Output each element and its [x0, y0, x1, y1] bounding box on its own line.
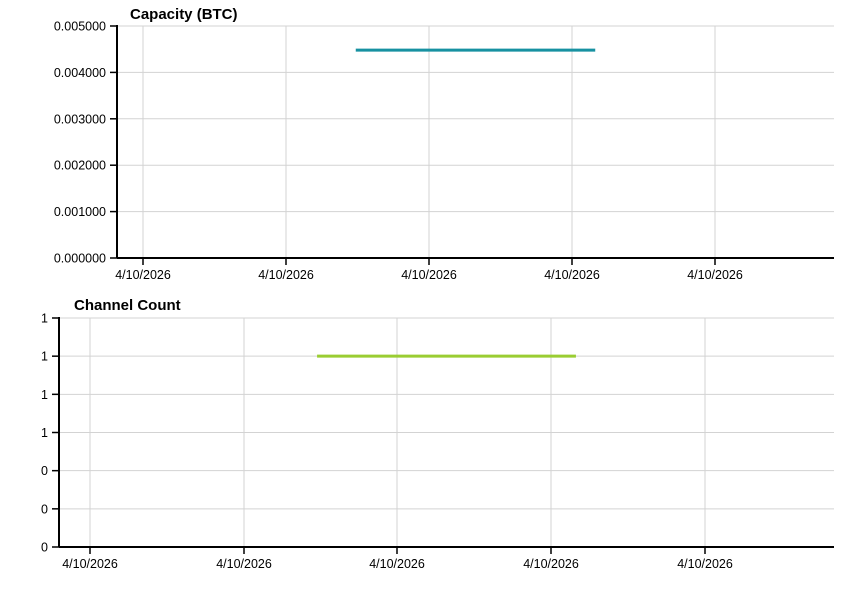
- capacity-chart-y-tick-label: 0.002000: [54, 159, 106, 173]
- channel-count-chart-y-tick-label: 1: [41, 426, 48, 440]
- channel-count-chart-y-tick-label: 1: [41, 350, 48, 364]
- capacity-chart-y-tick-label: 0.004000: [54, 66, 106, 80]
- channel-count-chart-x-tick-label: 4/10/2026: [62, 557, 118, 571]
- capacity-chart-y-tick-label: 0.003000: [54, 112, 106, 126]
- capacity-chart-y-tick-label: 0.000000: [54, 252, 106, 266]
- channel-count-chart-x-tick-label: 4/10/2026: [216, 557, 272, 571]
- capacity-chart-title: Capacity (BTC): [130, 6, 238, 23]
- channel-count-chart-y-tick-label: 1: [41, 388, 48, 402]
- capacity-chart-x-tick-label: 4/10/2026: [401, 268, 457, 282]
- channel-count-chart-title: Channel Count: [74, 297, 181, 314]
- capacity-chart-x-tick-label: 4/10/2026: [115, 268, 171, 282]
- capacity-chart-x-tick-label: 4/10/2026: [544, 268, 600, 282]
- channel-count-chart-x-tick-label: 4/10/2026: [677, 557, 733, 571]
- capacity-chart-x-tick-label: 4/10/2026: [258, 268, 314, 282]
- channel-count-chart-y-tick-label: 0: [41, 541, 48, 555]
- capacity-chart-x-tick-label: 4/10/2026: [687, 268, 743, 282]
- capacity-chart-y-tick-label: 0.001000: [54, 205, 106, 219]
- channel-count-chart-x-tick-label: 4/10/2026: [523, 557, 579, 571]
- channel-count-chart-x-tick-label: 4/10/2026: [369, 557, 425, 571]
- channel-count-chart-y-tick-label: 1: [41, 312, 48, 326]
- channel-count-chart-y-tick-label: 0: [41, 464, 48, 478]
- capacity-chart-y-tick-label: 0.005000: [54, 20, 106, 34]
- channel-count-chart-y-tick-label: 0: [41, 502, 48, 516]
